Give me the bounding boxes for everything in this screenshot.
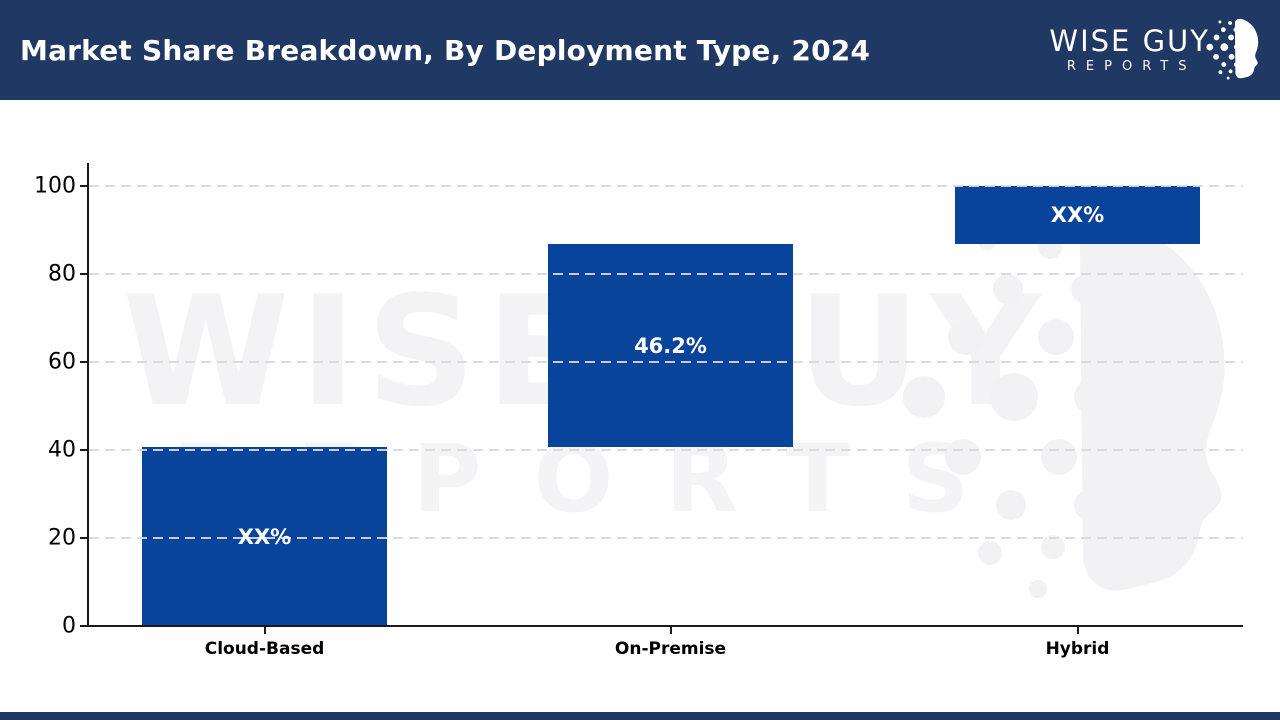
logo-face-icon — [1206, 18, 1259, 80]
x-category-label: On-Premise — [614, 639, 727, 659]
x-category-label: Cloud-Based — [204, 639, 325, 659]
bar-value-label: XX% — [1050, 203, 1105, 228]
x-tick-mark — [263, 627, 266, 634]
gridline — [89, 449, 1243, 451]
gridline — [89, 273, 1243, 275]
gridline — [89, 537, 1243, 539]
y-tick-label: 80 — [48, 261, 76, 287]
y-tick-mark — [80, 537, 88, 539]
bar-value-label: 46.2% — [634, 333, 707, 358]
bar-cloud-based — [142, 447, 387, 626]
logo-text: WISE GUY REPORTS — [1049, 24, 1210, 74]
x-tick-mark — [669, 627, 672, 634]
y-tick-mark — [80, 361, 88, 363]
y-axis-line — [87, 163, 89, 627]
y-tick-mark — [80, 185, 88, 187]
x-tick-mark — [1076, 627, 1079, 634]
y-tick-label: 20 — [48, 525, 76, 551]
chart-title: Market Share Breakdown, By Deployment Ty… — [20, 33, 871, 67]
y-tick-mark — [80, 449, 88, 451]
gridline — [89, 361, 1243, 363]
bar-on-premise — [548, 244, 793, 448]
y-tick-mark — [80, 273, 88, 275]
y-tick-label: 40 — [48, 437, 76, 463]
logo-subtitle: REPORTS — [1066, 58, 1197, 74]
x-category-label: Hybrid — [1045, 639, 1110, 659]
wiseguy-logo: WISE GUY REPORTS — [1049, 12, 1262, 88]
x-axis-line — [87, 625, 1243, 627]
logo-name: WISE GUY — [1049, 24, 1210, 59]
header-bar: Market Share Breakdown, By Deployment Ty… — [0, 0, 1280, 100]
gridline — [89, 185, 1243, 187]
y-tick-mark — [80, 625, 88, 627]
y-tick-label: 100 — [34, 173, 76, 199]
y-tick-label: 60 — [48, 349, 76, 375]
footer-bar — [0, 712, 1280, 720]
y-tick-label: 0 — [62, 613, 76, 639]
bar-value-label: XX% — [237, 524, 292, 549]
